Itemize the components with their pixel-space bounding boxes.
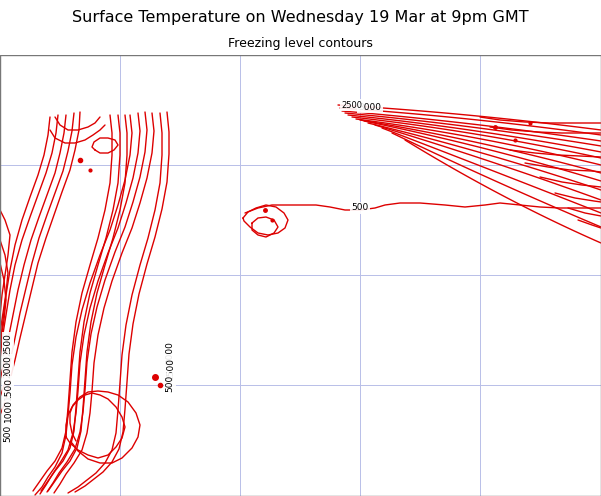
Text: 2000: 2000	[165, 342, 174, 365]
Text: 500: 500	[352, 203, 368, 212]
Text: 1000: 1000	[4, 399, 13, 423]
Text: 2500: 2500	[341, 101, 362, 110]
Text: 1500: 1500	[4, 377, 13, 400]
Text: 2500: 2500	[4, 334, 13, 357]
Text: 2000: 2000	[4, 356, 13, 378]
Text: 500: 500	[4, 425, 13, 441]
Text: 500: 500	[165, 374, 174, 392]
Text: 1500: 1500	[165, 357, 174, 379]
Text: Freezing level contours: Freezing level contours	[228, 38, 373, 51]
Text: Surface Temperature on Wednesday 19 Mar at 9pm GMT: Surface Temperature on Wednesday 19 Mar …	[72, 10, 529, 25]
Text: 3000: 3000	[359, 103, 382, 112]
